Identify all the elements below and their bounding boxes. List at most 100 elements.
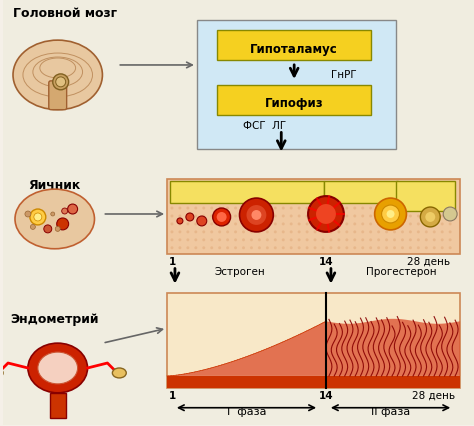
Circle shape [329,199,332,202]
Circle shape [441,199,444,202]
Circle shape [171,191,173,194]
Circle shape [417,239,420,242]
Circle shape [409,223,412,226]
Circle shape [234,215,237,218]
Circle shape [234,191,237,194]
Circle shape [385,215,388,218]
Text: 1: 1 [168,256,175,266]
Circle shape [316,204,336,225]
Circle shape [194,191,197,194]
Circle shape [171,183,173,186]
Circle shape [441,191,444,194]
Circle shape [346,191,348,194]
Circle shape [242,247,245,250]
Circle shape [171,207,173,210]
Circle shape [321,215,325,218]
Circle shape [393,215,396,218]
Circle shape [290,247,292,250]
Circle shape [202,239,205,242]
Circle shape [218,247,221,250]
Circle shape [266,191,269,194]
Circle shape [282,239,285,242]
Circle shape [361,183,364,186]
Text: 28 день: 28 день [407,256,450,266]
Circle shape [55,227,60,232]
Circle shape [393,223,396,226]
Ellipse shape [15,190,94,249]
Circle shape [306,215,309,218]
Circle shape [51,213,55,216]
Circle shape [186,199,189,202]
Circle shape [290,215,292,218]
Circle shape [218,239,221,242]
Circle shape [226,239,229,242]
Circle shape [401,183,404,186]
Circle shape [258,191,261,194]
Circle shape [226,215,229,218]
Circle shape [218,231,221,234]
Text: Эстроген: Эстроген [215,266,265,276]
Circle shape [274,207,277,210]
Circle shape [346,207,348,210]
Circle shape [274,199,277,202]
Circle shape [171,247,173,250]
Circle shape [226,191,229,194]
Circle shape [385,223,388,226]
Circle shape [258,199,261,202]
Circle shape [282,223,285,226]
Polygon shape [326,319,460,376]
Circle shape [353,231,356,234]
Circle shape [298,223,301,226]
Circle shape [385,199,388,202]
Circle shape [313,199,317,202]
Circle shape [449,247,452,250]
Circle shape [393,183,396,186]
Circle shape [234,199,237,202]
Circle shape [186,231,189,234]
Circle shape [433,183,436,186]
Circle shape [409,231,412,234]
Circle shape [250,183,253,186]
Circle shape [401,223,404,226]
Circle shape [186,223,189,226]
Circle shape [385,191,388,194]
Circle shape [306,223,309,226]
Circle shape [369,215,372,218]
Circle shape [242,231,245,234]
Circle shape [433,215,436,218]
Circle shape [290,207,292,210]
Circle shape [202,191,205,194]
Circle shape [68,204,78,214]
Circle shape [25,212,31,217]
Circle shape [353,247,356,250]
Circle shape [306,207,309,210]
Circle shape [234,223,237,226]
Circle shape [202,247,205,250]
Circle shape [242,239,245,242]
Ellipse shape [38,352,78,384]
Circle shape [377,239,380,242]
Text: Эндометрий: Эндометрий [10,312,99,325]
Circle shape [321,239,325,242]
Circle shape [178,231,182,234]
Ellipse shape [112,368,126,378]
Circle shape [329,215,332,218]
Circle shape [321,247,325,250]
Circle shape [234,231,237,234]
Circle shape [266,183,269,186]
Circle shape [377,215,380,218]
Circle shape [425,247,428,250]
Circle shape [210,223,213,226]
Circle shape [242,223,245,226]
Circle shape [242,215,245,218]
Circle shape [409,215,412,218]
Text: Яичник: Яичник [28,178,81,191]
Circle shape [346,183,348,186]
Circle shape [353,191,356,194]
Text: I  фаза: I фаза [227,406,266,416]
Circle shape [353,239,356,242]
Circle shape [186,215,189,218]
FancyBboxPatch shape [324,182,399,204]
Circle shape [217,213,227,222]
Circle shape [171,199,173,202]
